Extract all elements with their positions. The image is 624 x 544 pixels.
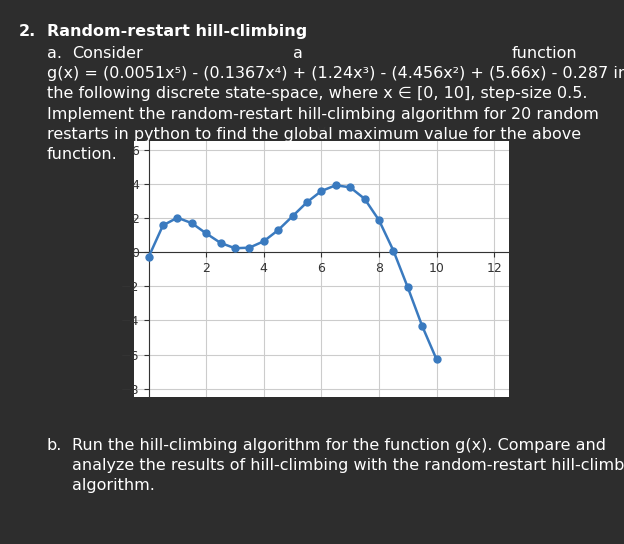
Text: a: a — [293, 46, 303, 61]
Text: restarts in python to find the global maximum value for the above: restarts in python to find the global ma… — [47, 127, 581, 142]
Text: analyze the results of hill-climbing with the random-restart hill-climbing: analyze the results of hill-climbing wit… — [72, 458, 624, 473]
Text: Consider: Consider — [72, 46, 142, 61]
Text: g(x) = (0.0051x⁵) - (0.1367x⁴) + (1.24x³) - (4.456x²) + (5.66x) - 0.287 in: g(x) = (0.0051x⁵) - (0.1367x⁴) + (1.24x³… — [47, 66, 624, 82]
Text: 2.: 2. — [19, 24, 36, 40]
Text: Run the hill-climbing algorithm for the function g(x). Compare and: Run the hill-climbing algorithm for the … — [72, 438, 606, 453]
Text: function.: function. — [47, 147, 117, 162]
Text: algorithm.: algorithm. — [72, 478, 155, 493]
Text: Implement the random-restart hill-climbing algorithm for 20 random: Implement the random-restart hill-climbi… — [47, 107, 598, 122]
Text: b.: b. — [47, 438, 62, 453]
Title: y: y — [317, 124, 326, 139]
Text: a.: a. — [47, 46, 62, 61]
Text: function: function — [512, 46, 577, 61]
Text: Random-restart hill-climbing: Random-restart hill-climbing — [47, 24, 307, 40]
Text: the following discrete state-space, where x ∈ [0, 10], step-size 0.5.: the following discrete state-space, wher… — [47, 86, 587, 102]
